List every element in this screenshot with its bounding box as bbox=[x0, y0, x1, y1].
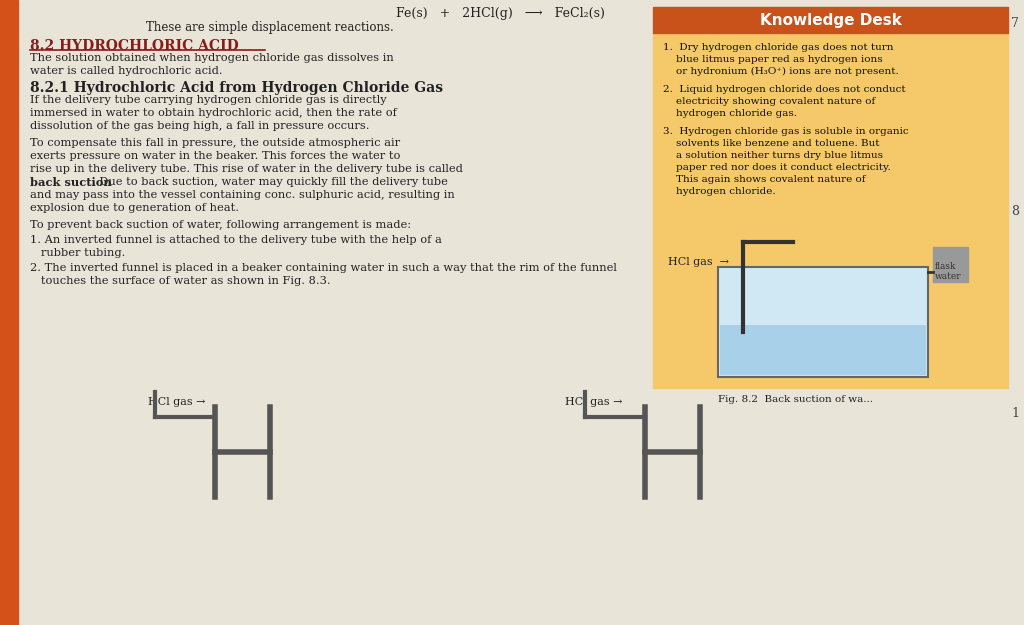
Text: explosion due to generation of heat.: explosion due to generation of heat. bbox=[30, 203, 239, 213]
Text: If the delivery tube carrying hydrogen chloride gas is directly: If the delivery tube carrying hydrogen c… bbox=[30, 95, 387, 105]
Text: exerts pressure on water in the beaker. This forces the water to: exerts pressure on water in the beaker. … bbox=[30, 151, 400, 161]
Bar bbox=[653, 33, 1008, 388]
Text: 7: 7 bbox=[1011, 17, 1019, 30]
Bar bbox=[720, 325, 926, 375]
Text: HCl gas  →: HCl gas → bbox=[668, 257, 729, 267]
Text: Fe(s)   +   2HCl(g)   ⟶   FeCl₂(s): Fe(s) + 2HCl(g) ⟶ FeCl₂(s) bbox=[395, 7, 604, 20]
Bar bbox=[653, 7, 1008, 33]
Text: Fig. 8.2  Back suction of wa...: Fig. 8.2 Back suction of wa... bbox=[718, 395, 873, 404]
Text: electricity showing covalent nature of: electricity showing covalent nature of bbox=[663, 97, 876, 106]
Text: To prevent back suction of water, following arrangement is made:: To prevent back suction of water, follow… bbox=[30, 220, 411, 230]
Text: solvents like benzene and toluene. But: solvents like benzene and toluene. But bbox=[663, 139, 880, 148]
Text: immersed in water to obtain hydrochloric acid, then the rate of: immersed in water to obtain hydrochloric… bbox=[30, 108, 397, 118]
Text: 2.  Liquid hydrogen chloride does not conduct: 2. Liquid hydrogen chloride does not con… bbox=[663, 85, 905, 94]
Text: HCl gas →: HCl gas → bbox=[148, 397, 206, 407]
Text: water is called hydrochloric acid.: water is called hydrochloric acid. bbox=[30, 66, 222, 76]
Text: water: water bbox=[935, 272, 962, 281]
Text: 8.2 HYDROCHLORIC ACID: 8.2 HYDROCHLORIC ACID bbox=[30, 39, 239, 53]
Text: hydrogen chloride.: hydrogen chloride. bbox=[663, 187, 775, 196]
Text: The solution obtained when hydrogen chloride gas dissolves in: The solution obtained when hydrogen chlo… bbox=[30, 53, 394, 63]
Text: dissolution of the gas being high, a fall in pressure occurs.: dissolution of the gas being high, a fal… bbox=[30, 121, 370, 131]
Bar bbox=[718, 267, 928, 377]
Text: Knowledge Desk: Knowledge Desk bbox=[760, 12, 901, 28]
Text: 2. The inverted funnel is placed in a beaker containing water in such a way that: 2. The inverted funnel is placed in a be… bbox=[30, 263, 616, 273]
Text: To compensate this fall in pressure, the outside atmospheric air: To compensate this fall in pressure, the… bbox=[30, 138, 400, 148]
Text: HCl gas →: HCl gas → bbox=[565, 397, 623, 407]
Text: paper red nor does it conduct electricity.: paper red nor does it conduct electricit… bbox=[663, 163, 891, 172]
Text: blue litmus paper red as hydrogen ions: blue litmus paper red as hydrogen ions bbox=[663, 55, 883, 64]
Bar bbox=[0, 0, 18, 625]
Bar bbox=[933, 247, 968, 282]
Text: 3.  Hydrogen chloride gas is soluble in organic: 3. Hydrogen chloride gas is soluble in o… bbox=[663, 127, 908, 136]
Text: 1. An inverted funnel is attached to the delivery tube with the help of a: 1. An inverted funnel is attached to the… bbox=[30, 235, 442, 245]
Text: 1.  Dry hydrogen chloride gas does not turn: 1. Dry hydrogen chloride gas does not tu… bbox=[663, 43, 894, 52]
Text: or hydronium (H₃O⁺) ions are not present.: or hydronium (H₃O⁺) ions are not present… bbox=[663, 67, 899, 76]
Text: a solution neither turns dry blue litmus: a solution neither turns dry blue litmus bbox=[663, 151, 883, 160]
Text: touches the surface of water as shown in Fig. 8.3.: touches the surface of water as shown in… bbox=[30, 276, 331, 286]
Text: flask: flask bbox=[935, 262, 956, 271]
Text: hydrogen chloride gas.: hydrogen chloride gas. bbox=[663, 109, 797, 118]
Text: rise up in the delivery tube. This rise of water in the delivery tube is called: rise up in the delivery tube. This rise … bbox=[30, 164, 463, 174]
Text: back suction: back suction bbox=[30, 177, 112, 188]
Text: 8.2.1 Hydrochloric Acid from Hydrogen Chloride Gas: 8.2.1 Hydrochloric Acid from Hydrogen Ch… bbox=[30, 81, 443, 95]
Text: . Due to back suction, water may quickly fill the delivery tube: . Due to back suction, water may quickly… bbox=[92, 177, 447, 187]
Text: rubber tubing.: rubber tubing. bbox=[30, 248, 125, 258]
Text: 1: 1 bbox=[1011, 407, 1019, 420]
Text: 8: 8 bbox=[1011, 205, 1019, 218]
Text: These are simple displacement reactions.: These are simple displacement reactions. bbox=[146, 21, 394, 34]
Text: This again shows covalent nature of: This again shows covalent nature of bbox=[663, 175, 865, 184]
Text: and may pass into the vessel containing conc. sulphuric acid, resulting in: and may pass into the vessel containing … bbox=[30, 190, 455, 200]
